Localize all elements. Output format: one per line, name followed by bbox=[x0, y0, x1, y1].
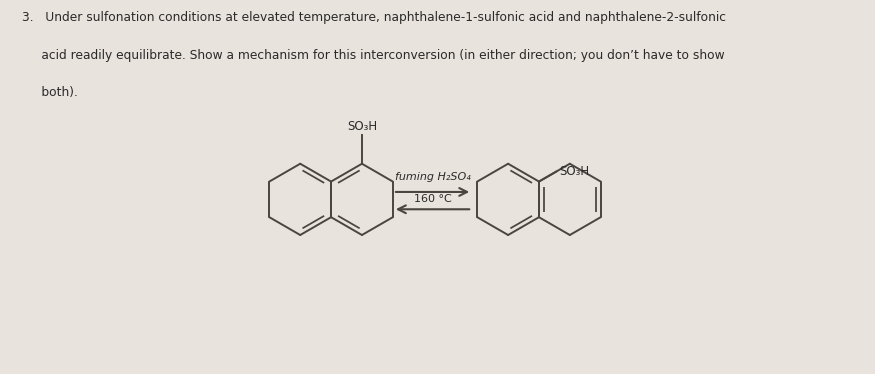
Text: 3.   Under sulfonation conditions at elevated temperature, naphthalene-1-sulfoni: 3. Under sulfonation conditions at eleva… bbox=[22, 11, 726, 24]
Text: both).: both). bbox=[22, 86, 78, 99]
Text: fuming H₂SO₄: fuming H₂SO₄ bbox=[395, 172, 471, 182]
Text: acid readily equilibrate. Show a mechanism for this interconversion (in either d: acid readily equilibrate. Show a mechani… bbox=[22, 49, 724, 62]
Text: SO₃H: SO₃H bbox=[346, 120, 377, 133]
Text: 160 °C: 160 °C bbox=[414, 194, 452, 205]
Text: SO₃H: SO₃H bbox=[559, 165, 590, 178]
